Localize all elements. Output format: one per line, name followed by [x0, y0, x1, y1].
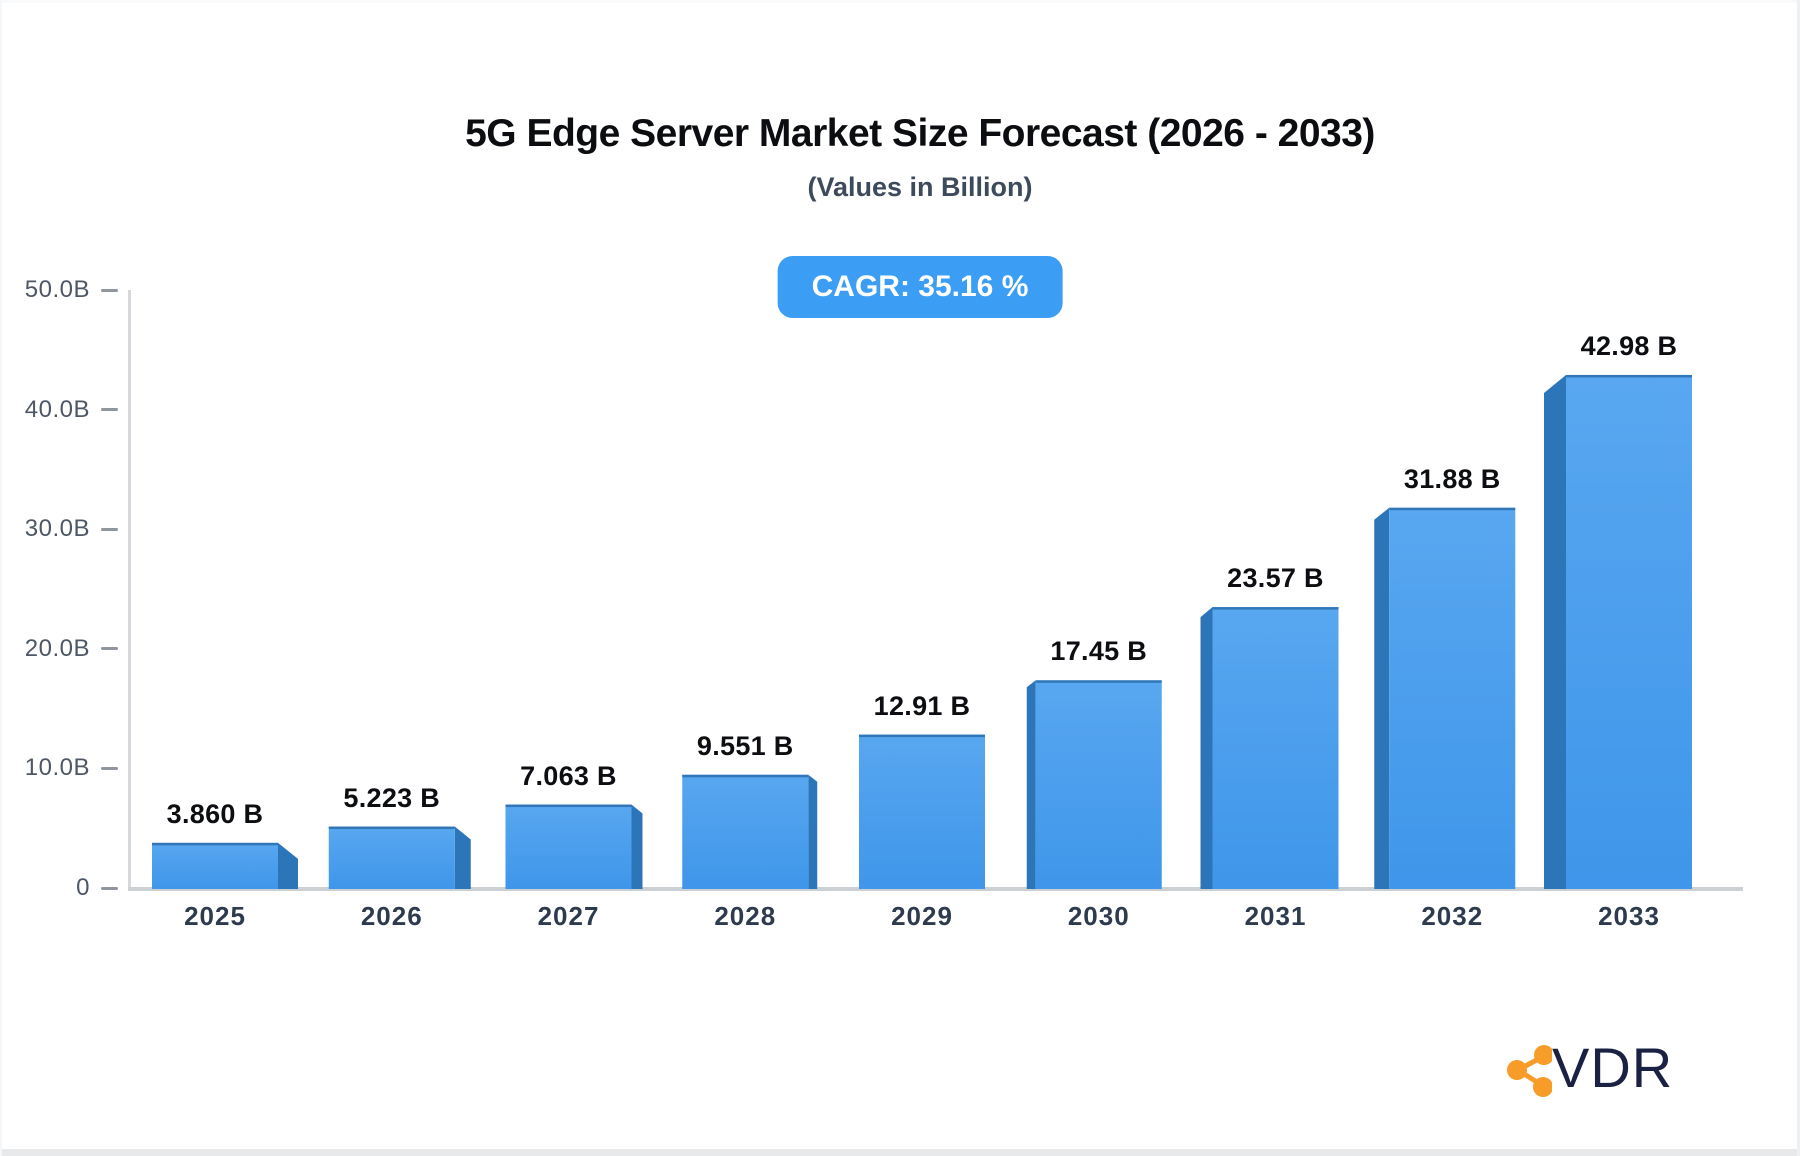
page-edge-bottom — [0, 1149, 1800, 1156]
page-edge-top — [0, 0, 1800, 3]
x-tick-label: 2028 — [714, 901, 777, 931]
bar-side-face — [631, 804, 643, 889]
bar-2029[interactable] — [859, 734, 985, 889]
logo-text: VDR — [1552, 1036, 1674, 1099]
y-tick-label: 0 — [76, 874, 90, 901]
bar-2028[interactable] — [682, 774, 818, 889]
bar-value-label: 3.860 B — [166, 798, 264, 829]
bar-side-face — [1200, 607, 1213, 889]
y-tick-label: 50.0B — [24, 276, 90, 303]
bar-side-face — [278, 842, 298, 889]
bar-top-edge — [1035, 680, 1162, 683]
y-axis-line — [128, 290, 131, 890]
bar-front-face — [1566, 374, 1692, 889]
bar-front-face — [328, 826, 455, 889]
bar-2031[interactable] — [1200, 607, 1339, 889]
bar-front-face — [682, 774, 809, 889]
y-tick-label: 20.0B — [24, 634, 90, 662]
page-edge-right — [1797, 0, 1800, 1156]
y-tick-mark — [101, 527, 118, 531]
share-nodes-icon — [1507, 1045, 1552, 1097]
bar-2027[interactable] — [505, 804, 643, 889]
y-tick-mark — [101, 408, 118, 412]
bar-top-edge — [859, 734, 985, 738]
vdr-logo: VDR — [1500, 1032, 1710, 1104]
y-tick-label: 40.0B — [24, 395, 90, 423]
bar-front-face — [1389, 507, 1516, 889]
page-edge-left — [0, 0, 2, 1156]
y-tick-label: 10.0B — [24, 754, 90, 782]
bar-2026[interactable] — [328, 826, 471, 889]
bar-value-label: 7.063 B — [520, 760, 617, 791]
bar-2033[interactable] — [1544, 374, 1692, 889]
bar-top-edge — [1389, 507, 1516, 511]
bars — [152, 374, 1692, 889]
bar-side-face — [1374, 507, 1390, 889]
bar-side-face — [1544, 374, 1566, 889]
bar-2030[interactable] — [1026, 680, 1162, 889]
x-tick-label: 2033 — [1598, 901, 1660, 931]
bar-top-edge — [505, 804, 632, 808]
chart-title: 5G Edge Server Market Size Forecast (202… — [465, 112, 1375, 155]
bar-front-face — [1035, 680, 1162, 889]
bar-top-edge — [1566, 374, 1692, 378]
bar-front-face — [152, 842, 278, 889]
y-tick-mark — [101, 886, 118, 890]
bar-front-face — [505, 804, 632, 889]
x-tick-label: 2032 — [1421, 901, 1484, 931]
y-tick-label: 30.0B — [24, 515, 90, 543]
bar-side-face — [454, 826, 471, 889]
x-tick-label: 2027 — [537, 901, 600, 931]
y-tick-mark — [101, 647, 118, 651]
bar-value-label: 9.551 B — [696, 730, 794, 761]
x-tick-label: 2030 — [1067, 901, 1130, 931]
x-tick-label: 2029 — [891, 901, 953, 931]
cagr-badge: CAGR: 35.16 % — [777, 256, 1063, 318]
bar-value-label: 23.57 B — [1227, 563, 1324, 594]
bar-top-edge — [1212, 607, 1339, 610]
bar-2032[interactable] — [1374, 507, 1516, 889]
bar-side-face — [808, 774, 818, 889]
x-tick-label: 2031 — [1244, 901, 1307, 931]
bar-2025[interactable] — [152, 842, 298, 889]
bar-value-label: 12.91 B — [873, 690, 971, 721]
bar-top-edge — [152, 842, 278, 846]
chart-subtitle: (Values in Billion) — [807, 172, 1033, 202]
bar-side-face — [1026, 680, 1036, 889]
bar-value-label: 5.223 B — [343, 782, 441, 813]
bar-top-edge — [328, 826, 455, 830]
bar-value-label: 42.98 B — [1580, 330, 1678, 361]
y-tick-mark — [101, 288, 118, 292]
bar-front-face — [1212, 607, 1339, 889]
bar-top-edge — [682, 774, 809, 778]
y-tick-mark — [101, 766, 118, 770]
bar-value-label: 17.45 B — [1050, 636, 1148, 667]
x-tick-label: 2026 — [360, 901, 423, 931]
x-tick-label: 2025 — [184, 901, 246, 931]
bar-front-face — [859, 734, 985, 889]
bar-value-label: 31.88 B — [1403, 463, 1501, 494]
